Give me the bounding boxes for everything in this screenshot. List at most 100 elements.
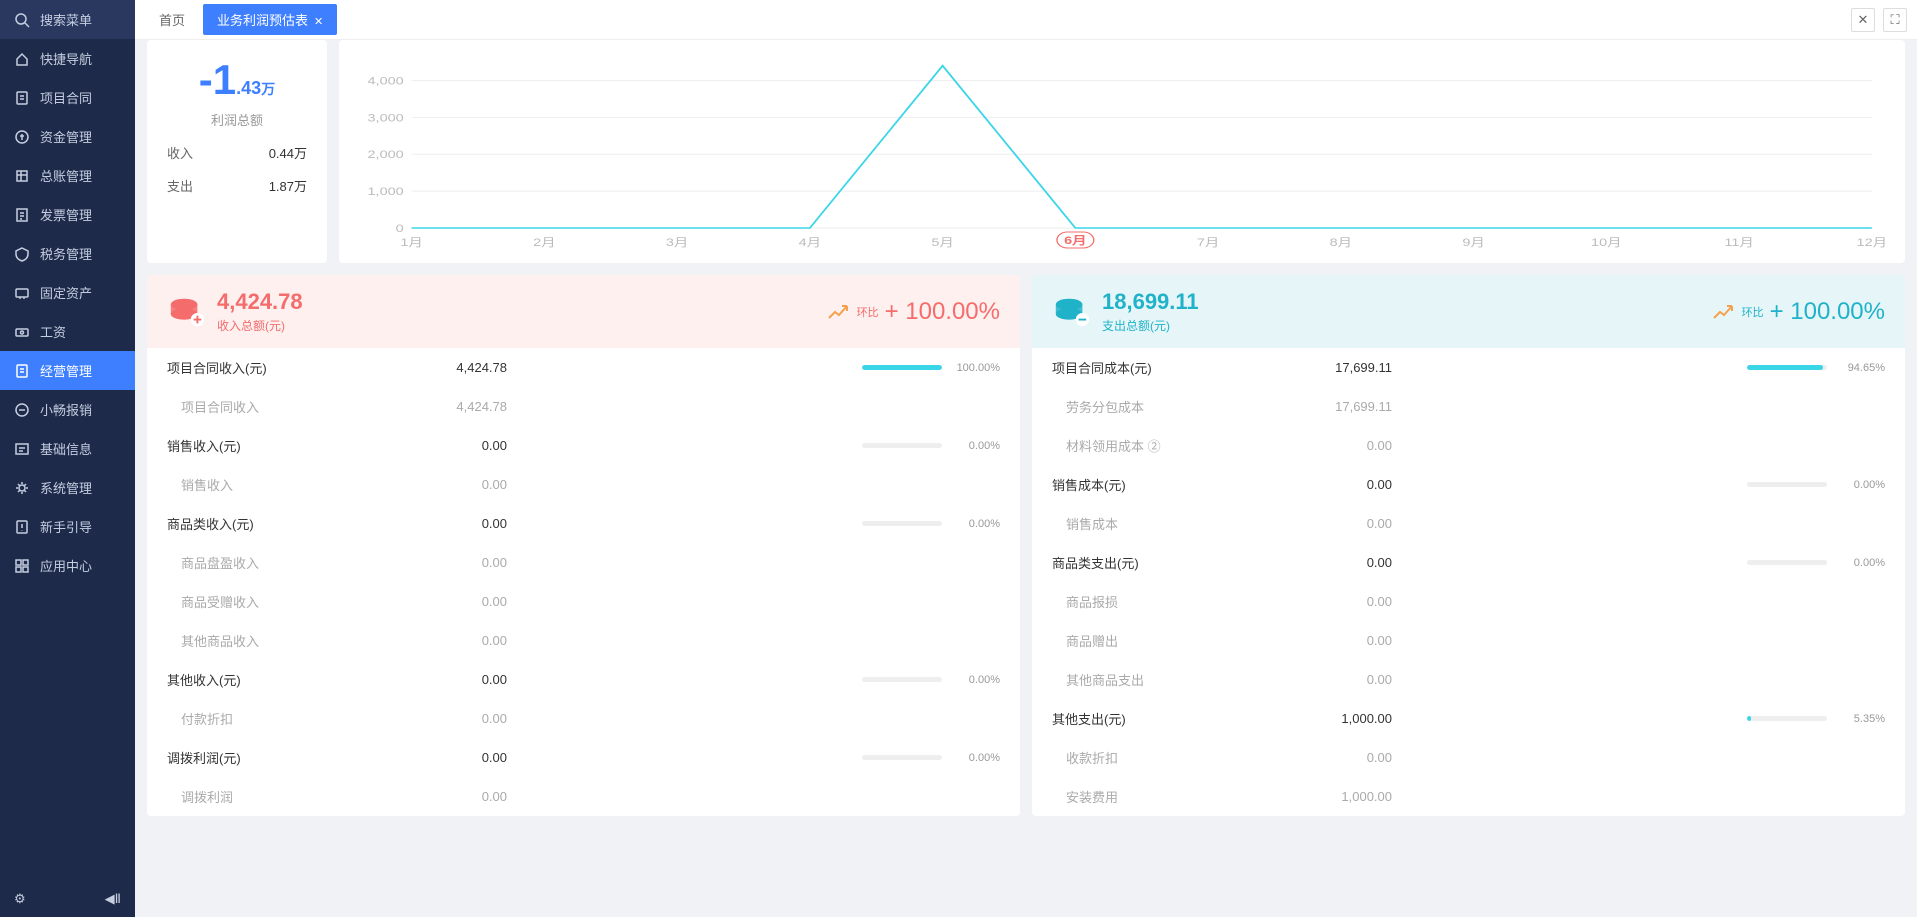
detail-row: 商品类收入(元)0.00 0.00% [147,504,1020,543]
svg-text:4月: 4月 [799,236,822,249]
trend-up-icon [827,302,851,322]
svg-text:10月: 10月 [1591,236,1622,249]
sidebar-item-label: 工资 [40,322,66,341]
income-header: 4,424.78 收入总额(元) 环比 + 100.00% [147,275,1020,348]
apps-icon [14,558,30,574]
detail-row: 项目合同收入(元)4,424.78100.00% [147,348,1020,387]
svg-text:0: 0 [396,222,404,235]
detail-sub-row: 项目合同收入4,424.78 [147,387,1020,426]
detail-row: 销售成本(元)0.000.00% [1032,465,1905,504]
bar-wrap: 0.00% [507,440,1000,452]
content: -1.43万 利润总额 收入0.44万支出1.87万 01,0002,0003,… [135,40,1917,917]
row-value: 0.00 [367,516,507,531]
bar-fg [862,365,942,370]
bar-wrap: 0.00% [507,752,1000,764]
tax-icon [14,246,30,262]
sidebar-item-guide[interactable]: 新手引导 [0,507,135,546]
bar-pct: 94.65% [1835,362,1885,374]
bar-pct: 0.00% [950,518,1000,530]
svg-text:2月: 2月 [533,236,556,249]
detail-row: 调拨利润(元)0.000.00% [147,738,1020,777]
bar-wrap: 0.00% [1392,557,1885,569]
row-value: 4,424.78 [367,399,507,414]
sidebar-item-salary[interactable]: 工资 [0,312,135,351]
svg-text:1月: 1月 [400,236,423,249]
mini-val: 1.87万 [269,176,307,195]
profit-mini-row: 支出 1.87万 [167,176,307,195]
doc-icon [14,90,30,106]
tab-bar: 首页 业务利润预估表✕ ✕ ⛶ [135,0,1917,40]
row-name: 商品类支出(元) [1052,553,1252,572]
detail-row: 商品类支出(元)0.000.00% [1032,543,1905,582]
tab-label: 首页 [159,13,185,28]
tab-close-icon[interactable]: ✕ [314,16,323,28]
svg-text:8月: 8月 [1330,236,1353,249]
row-value: 0.00 [1252,594,1392,609]
trend-line-chart: 01,0002,0003,0004,0001月2月3月4月5月6月7月8月9月1… [359,52,1885,252]
tab[interactable]: 首页 [145,4,199,35]
row-name: 商品类收入(元) [167,514,367,533]
sidebar-item-label: 发票管理 [40,205,92,224]
sidebar-item-tax[interactable]: 税务管理 [0,234,135,273]
row-name: 其他支出(元) [1052,709,1252,728]
sidebar-item-search[interactable]: 搜索菜单 [0,0,135,39]
sidebar-item-ledger[interactable]: 总账管理 [0,156,135,195]
row-name: 材料领用成本 ② [1052,436,1252,455]
detail-row: 其他支出(元)1,000.005.35% [1032,699,1905,738]
detail-sub-row: 材料领用成本 ②0.00 [1032,426,1905,465]
row-name: 销售成本 [1052,514,1252,533]
bar-fg [1747,716,1751,721]
svg-text:4,000: 4,000 [368,74,404,87]
collapse-icon[interactable]: ◀Ⅱ [105,891,121,907]
mini-key: 支出 [167,176,193,195]
detail-row: 其他收入(元)0.000.00% [147,660,1020,699]
income-sub: 收入总额(元) [217,317,303,334]
money-icon [14,129,30,145]
sidebar-item-home[interactable]: 快捷导航 [0,39,135,78]
sidebar-item-asset[interactable]: 固定资产 [0,273,135,312]
sidebar-item-invoice[interactable]: 发票管理 [0,195,135,234]
bar-pct: 100.00% [950,362,1000,374]
sidebar-item-expense[interactable]: 小畅报销 [0,390,135,429]
sidebar-item-apps[interactable]: 应用中心 [0,546,135,585]
row-name: 其他收入(元) [167,670,367,689]
row-name: 其他商品收入 [167,631,367,650]
row-value: 0.00 [367,672,507,687]
fullscreen-icon[interactable]: ⛶ [1883,8,1907,32]
sidebar-item-sys[interactable]: 系统管理 [0,468,135,507]
sidebar-item-label: 搜索菜单 [40,10,92,29]
row-value: 0.00 [1252,516,1392,531]
income-amount: 4,424.78 [217,289,303,315]
row-name: 其他商品支出 [1052,670,1252,689]
detail-sub-row: 劳务分包成本17,699.11 [1032,387,1905,426]
row-value: 0.00 [367,438,507,453]
svg-text:1,000: 1,000 [368,185,404,198]
sidebar: 搜索菜单快捷导航项目合同资金管理总账管理发票管理税务管理固定资产工资经营管理小畅… [0,0,135,917]
bar-bg [1747,482,1827,487]
bar-bg [862,677,942,682]
row-name: 商品盘盈收入 [167,553,367,572]
row-value: 0.00 [367,711,507,726]
row-name: 项目合同成本(元) [1052,358,1252,377]
row-name: 调拨利润(元) [167,748,367,767]
row-value: 0.00 [1252,555,1392,570]
sidebar-item-doc[interactable]: 项目合同 [0,78,135,117]
bar-wrap: 5.35% [1392,713,1885,725]
detail-sub-row: 销售收入0.00 [147,465,1020,504]
sidebar-item-info[interactable]: 基础信息 [0,429,135,468]
expense-sub: 支出总额(元) [1102,317,1199,334]
row-name: 销售成本(元) [1052,475,1252,494]
tab[interactable]: 业务利润预估表✕ [203,4,337,35]
detail-sub-row: 安装费用1,000.00 [1032,777,1905,816]
expense-hb-value: + 100.00% [1770,298,1885,326]
detail-row: 项目合同成本(元)17,699.1194.65% [1032,348,1905,387]
sidebar-item-biz[interactable]: 经营管理 [0,351,135,390]
detail-sub-row: 付款折扣0.00 [147,699,1020,738]
sidebar-item-money[interactable]: 资金管理 [0,117,135,156]
settings-icon[interactable]: ⚙ [14,891,26,907]
expense-icon [14,402,30,418]
row-value: 0.00 [367,477,507,492]
income-icon [167,293,205,331]
close-tab-icon[interactable]: ✕ [1851,8,1875,32]
expense-icon [1052,293,1090,331]
